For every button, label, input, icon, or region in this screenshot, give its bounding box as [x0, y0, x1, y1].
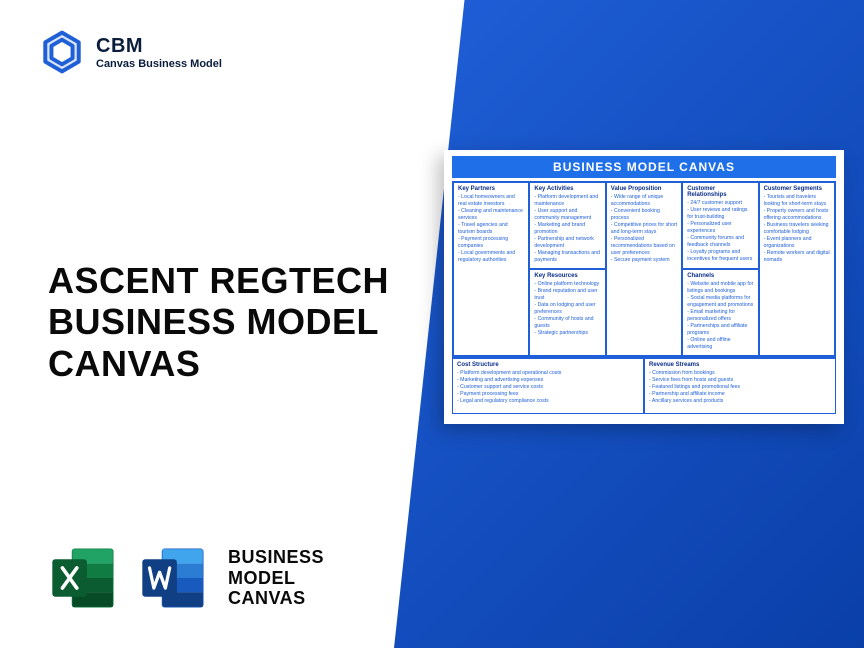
list-item: Remote workers and digital nomads: [764, 250, 830, 264]
list-item: Convenient booking process: [611, 208, 677, 222]
list-item: Brand reputation and user trust: [534, 288, 600, 302]
title-line-2: BUSINESS MODEL: [48, 301, 389, 342]
list-item: Website and mobile app for listings and …: [687, 281, 753, 295]
list-item: Online platform technology: [534, 281, 600, 288]
list-item: Partnerships and affiliate programs: [687, 323, 753, 337]
list-item: Competitive prices for short and long-te…: [611, 222, 677, 236]
list-item: Personalized user experiences: [687, 221, 753, 235]
list-item: Service fees from hosts and guests: [649, 377, 831, 384]
list-item: Travel agencies and tourism boards: [458, 222, 524, 236]
list-item: Commission from bookings: [649, 370, 831, 377]
logo-abbr: CBM: [96, 35, 222, 58]
list-item: Strategic partnerships: [534, 330, 600, 337]
list-item: User reviews and ratings for trust-build…: [687, 207, 753, 221]
title-line-1: ASCENT REGTECH: [48, 260, 389, 301]
block-value-proposition: Value Proposition Wide range of unique a…: [606, 182, 682, 356]
list-item: User support and community management: [534, 208, 600, 222]
list-item: Email marketing for personalized offers: [687, 309, 753, 323]
block-key-resources: Key Resources Online platform technology…: [529, 269, 605, 356]
block-revenue-streams: Revenue Streams Commission from bookings…: [644, 358, 836, 414]
list-item: Platform development and maintenance: [534, 194, 600, 208]
list-item: Tourists and travelers looking for short…: [764, 194, 830, 208]
list-item: Cleaning and maintenance services: [458, 208, 524, 222]
block-customer-segments: Customer Segments Tourists and travelers…: [759, 182, 835, 356]
list-item: 24/7 customer support: [687, 200, 753, 207]
excel-icon: [48, 542, 120, 614]
list-item: Online and offline advertising: [687, 337, 753, 351]
list-item: Managing transactions and payments: [534, 250, 600, 264]
list-item: Social media platforms for engagement an…: [687, 295, 753, 309]
list-item: Personalized recommendations based on us…: [611, 236, 677, 257]
list-item: Event planners and organizations: [764, 236, 830, 250]
list-item: Data on lodging and user preferences: [534, 302, 600, 316]
canvas-grid: Key Partners Local homeowners and real e…: [452, 181, 836, 357]
list-item: Partnership and affiliate income: [649, 391, 831, 398]
logo-name: Canvas Business Model: [96, 58, 222, 70]
block-channels: Channels Website and mobile app for list…: [682, 269, 758, 356]
word-icon: [138, 542, 210, 614]
list-item: Local governments and regulatory authori…: [458, 250, 524, 264]
list-item: Local homeowners and real estate investo…: [458, 194, 524, 208]
list-item: Loyalty programs and incentives for freq…: [687, 249, 753, 263]
list-item: Marketing and brand promotion: [534, 222, 600, 236]
canvas-preview: BUSINESS MODEL CANVAS Key Partners Local…: [444, 150, 844, 424]
list-item: Featured listings and promotional fees: [649, 384, 831, 391]
footer-badges: BUSINESS MODEL CANVAS: [48, 542, 324, 614]
list-item: Partnership and network development: [534, 236, 600, 250]
list-item: Platform development and operational cos…: [457, 370, 639, 377]
block-key-activities: Key Activities Platform development and …: [529, 182, 605, 269]
block-key-partners: Key Partners Local homeowners and real e…: [453, 182, 529, 356]
canvas-title: BUSINESS MODEL CANVAS: [452, 156, 836, 178]
list-item: Secure payment system: [611, 257, 677, 264]
list-item: Property owners and hosts offering accom…: [764, 208, 830, 222]
page-title: ASCENT REGTECH BUSINESS MODEL CANVAS: [48, 260, 389, 384]
list-item: Wide range of unique accommodations: [611, 194, 677, 208]
logo-icon: [40, 30, 84, 74]
list-item: Community forums and feedback channels: [687, 235, 753, 249]
list-item: Community of hosts and guests: [534, 316, 600, 330]
list-item: Legal and regulatory compliance costs: [457, 398, 639, 405]
list-item: Payment processing companies: [458, 236, 524, 250]
list-item: Customer support and service costs: [457, 384, 639, 391]
logo-text: CBM Canvas Business Model: [96, 35, 222, 70]
list-item: Marketing and advertising expenses: [457, 377, 639, 384]
list-item: Payment processing fees: [457, 391, 639, 398]
list-item: Ancillary services and products: [649, 398, 831, 405]
canvas-bottom-row: Cost Structure Platform development and …: [452, 357, 836, 414]
brand-logo: CBM Canvas Business Model: [40, 30, 222, 74]
block-cost-structure: Cost Structure Platform development and …: [452, 358, 644, 414]
title-line-3: CANVAS: [48, 343, 389, 384]
footer-label: BUSINESS MODEL CANVAS: [228, 547, 324, 609]
block-customer-relationships: Customer Relationships 24/7 customer sup…: [682, 182, 758, 269]
list-item: Business travelers seeking comfortable l…: [764, 222, 830, 236]
